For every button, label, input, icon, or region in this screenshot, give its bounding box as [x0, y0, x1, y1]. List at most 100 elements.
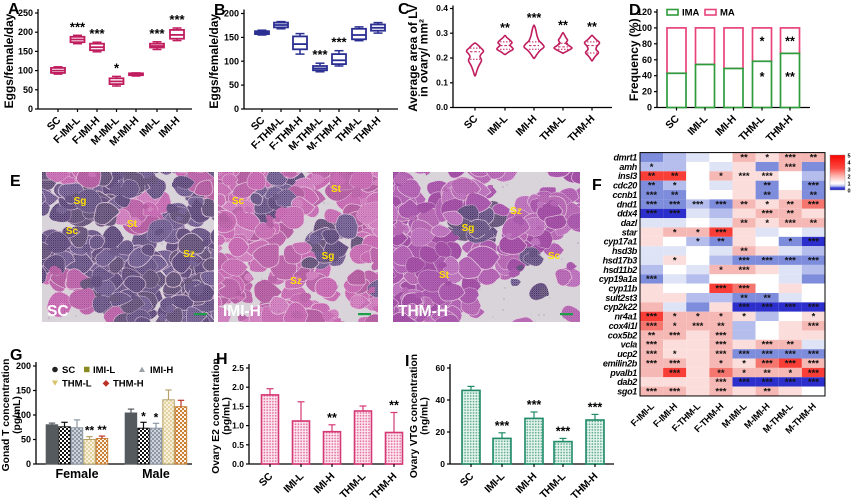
- svg-text:***: ***: [646, 386, 657, 397]
- svg-text:IMI-H: IMI-H: [312, 471, 338, 497]
- svg-text:***: ***: [149, 26, 165, 41]
- svg-text:**: **: [787, 209, 795, 220]
- svg-text:SC: SC: [663, 113, 682, 132]
- svg-text:**: **: [763, 293, 771, 304]
- svg-text:***: ***: [762, 255, 773, 266]
- svg-text:**: **: [389, 399, 399, 413]
- svg-text:2.5: 2.5: [232, 363, 244, 373]
- svg-text:0.1: 0.1: [436, 77, 448, 87]
- svg-text:***: ***: [89, 26, 105, 41]
- svg-text:Sg: Sg: [462, 223, 475, 234]
- svg-text:***: ***: [762, 209, 773, 220]
- svg-text:***: ***: [808, 199, 819, 210]
- svg-text:***: ***: [715, 340, 726, 351]
- svg-text:*: *: [719, 171, 723, 182]
- svg-text:IMI-L: IMI-L: [482, 470, 507, 495]
- svg-text:*: *: [742, 358, 746, 369]
- svg-text:***: ***: [646, 312, 657, 323]
- svg-text:*: *: [141, 409, 146, 423]
- svg-text:***: ***: [495, 419, 510, 433]
- svg-text:***: ***: [715, 386, 726, 397]
- svg-text:cox5b2: cox5b2: [608, 330, 638, 340]
- svg-text:100: 100: [637, 23, 652, 33]
- svg-text:***: ***: [715, 199, 726, 210]
- svg-text:***: ***: [785, 255, 796, 266]
- svg-text:0: 0: [440, 459, 445, 469]
- svg-text:IMI-H: IMI-H: [150, 365, 173, 376]
- svg-text:***: ***: [331, 35, 347, 50]
- svg-text:***: ***: [669, 368, 680, 379]
- svg-text:*: *: [760, 34, 765, 48]
- svg-text:*: *: [742, 368, 746, 379]
- svg-text:Eggs/female/day: Eggs/female/day: [207, 14, 221, 109]
- svg-text:***: ***: [739, 377, 750, 388]
- svg-text:***: ***: [669, 358, 680, 369]
- svg-text:150: 150: [18, 46, 33, 56]
- svg-text:Sc: Sc: [548, 251, 561, 262]
- svg-text:***: ***: [808, 181, 819, 192]
- svg-text:THM-H: THM-H: [398, 303, 448, 320]
- svg-text:Sc: Sc: [66, 226, 79, 237]
- svg-text:***: ***: [785, 218, 796, 229]
- svg-text:THM-L: THM-L: [538, 113, 569, 144]
- svg-text:Sg: Sg: [322, 251, 335, 262]
- svg-text:THM-L: THM-L: [737, 113, 768, 144]
- svg-text:dab2: dab2: [617, 377, 637, 387]
- svg-text:**: **: [787, 199, 795, 210]
- svg-text:***: ***: [646, 190, 657, 201]
- svg-text:(ng/mL): (ng/mL): [420, 397, 431, 435]
- svg-text:***: ***: [762, 340, 773, 351]
- svg-text:**: **: [763, 368, 771, 379]
- svg-text:***: ***: [556, 424, 571, 438]
- svg-text:**: **: [327, 411, 337, 425]
- svg-text:60: 60: [642, 55, 652, 65]
- svg-text:200: 200: [224, 9, 239, 19]
- svg-text:0.5: 0.5: [232, 440, 244, 450]
- svg-text:**: **: [500, 21, 510, 35]
- svg-text:0: 0: [26, 459, 31, 469]
- svg-text:***: ***: [669, 199, 680, 210]
- svg-text:***: ***: [312, 47, 328, 62]
- svg-text:St: St: [127, 219, 138, 230]
- svg-text:*: *: [788, 368, 792, 379]
- svg-text:2.0: 2.0: [232, 382, 244, 392]
- svg-text:**: **: [740, 199, 748, 210]
- svg-text:***: ***: [715, 227, 726, 238]
- svg-text:**: **: [740, 152, 748, 163]
- svg-text:0.2: 0.2: [436, 53, 448, 63]
- svg-text:hsd3b: hsd3b: [612, 246, 638, 256]
- svg-text:**: **: [763, 386, 771, 397]
- svg-text:*: *: [154, 410, 159, 424]
- svg-text:*: *: [742, 312, 746, 323]
- svg-text:***: ***: [785, 349, 796, 360]
- svg-text:***: ***: [808, 349, 819, 360]
- svg-text:*: *: [765, 218, 769, 229]
- svg-text:50: 50: [229, 80, 239, 90]
- svg-text:2: 2: [848, 175, 851, 181]
- svg-text:IMI-H: IMI-H: [514, 113, 540, 139]
- svg-text:***: ***: [762, 349, 773, 360]
- svg-text:0.0: 0.0: [436, 102, 448, 112]
- svg-text:***: ***: [715, 284, 726, 295]
- svg-text:Frequency (%): Frequency (%): [628, 18, 641, 101]
- svg-text:nr4a1: nr4a1: [614, 312, 637, 322]
- svg-text:***: ***: [646, 209, 657, 220]
- svg-text:sult2st3: sult2st3: [605, 293, 637, 303]
- svg-text:***: ***: [527, 11, 542, 25]
- svg-text:THM-H: THM-H: [368, 471, 399, 500]
- svg-text:200: 200: [18, 27, 33, 37]
- svg-text:0.4: 0.4: [436, 3, 448, 13]
- svg-text:***: ***: [808, 237, 819, 248]
- svg-text:***: ***: [646, 321, 657, 332]
- svg-text:**: **: [648, 330, 656, 341]
- svg-text:THM-H: THM-H: [566, 113, 597, 144]
- svg-text:IMI-L: IMI-L: [137, 114, 162, 139]
- svg-text:***: ***: [646, 199, 657, 210]
- svg-text:20: 20: [436, 427, 446, 437]
- svg-text:***: ***: [715, 377, 726, 388]
- svg-text:***: ***: [646, 349, 657, 360]
- svg-text:Male: Male: [142, 467, 170, 481]
- svg-text:***: ***: [785, 162, 796, 173]
- svg-text:*: *: [673, 181, 677, 192]
- svg-text:***: ***: [715, 349, 726, 360]
